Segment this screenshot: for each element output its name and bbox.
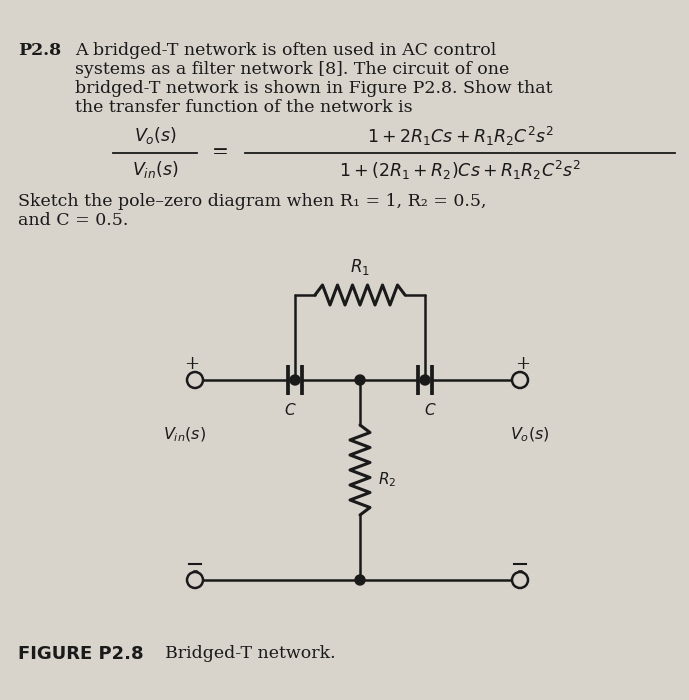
- Text: P2.8: P2.8: [18, 42, 61, 59]
- Text: A bridged-T network is often used in AC control: A bridged-T network is often used in AC …: [75, 42, 496, 59]
- Text: o: o: [190, 567, 200, 581]
- Text: $V_{in}(s)$: $V_{in}(s)$: [132, 160, 178, 181]
- Text: FIGURE P2.8: FIGURE P2.8: [18, 645, 143, 663]
- Text: systems as a filter network [8]. The circuit of one: systems as a filter network [8]. The cir…: [75, 61, 509, 78]
- Circle shape: [512, 572, 528, 588]
- Text: =: =: [212, 144, 229, 162]
- Text: $V_o(s)$: $V_o(s)$: [134, 125, 176, 146]
- Text: $R_2$: $R_2$: [378, 470, 396, 489]
- Text: $V_{in}(s)$: $V_{in}(s)$: [163, 426, 207, 444]
- Text: $1 + (2R_1 + R_2)Cs + R_1R_2C^2s^2$: $1 + (2R_1 + R_2)Cs + R_1R_2C^2s^2$: [339, 158, 581, 181]
- Text: bridged-T network is shown in Figure P2.8. Show that: bridged-T network is shown in Figure P2.…: [75, 80, 553, 97]
- Text: +: +: [185, 355, 200, 373]
- Text: $V_o(s)$: $V_o(s)$: [510, 426, 550, 444]
- Circle shape: [187, 572, 203, 588]
- Text: Bridged-T network.: Bridged-T network.: [165, 645, 336, 662]
- Text: $1 + 2R_1Cs + R_1R_2C^2s^2$: $1 + 2R_1Cs + R_1R_2C^2s^2$: [367, 125, 553, 148]
- Circle shape: [512, 372, 528, 388]
- Text: $C$: $C$: [424, 402, 436, 418]
- Circle shape: [290, 375, 300, 385]
- Text: and C = 0.5.: and C = 0.5.: [18, 212, 128, 229]
- Text: Sketch the pole–zero diagram when R₁ = 1, R₂ = 0.5,: Sketch the pole–zero diagram when R₁ = 1…: [18, 193, 486, 210]
- Text: the transfer function of the network is: the transfer function of the network is: [75, 99, 413, 116]
- Text: +: +: [515, 355, 531, 373]
- Circle shape: [187, 372, 203, 388]
- Circle shape: [355, 375, 365, 385]
- Circle shape: [420, 375, 430, 385]
- Circle shape: [355, 575, 365, 585]
- Text: $R_1$: $R_1$: [350, 257, 370, 277]
- Text: o: o: [515, 567, 524, 581]
- Text: $C$: $C$: [284, 402, 296, 418]
